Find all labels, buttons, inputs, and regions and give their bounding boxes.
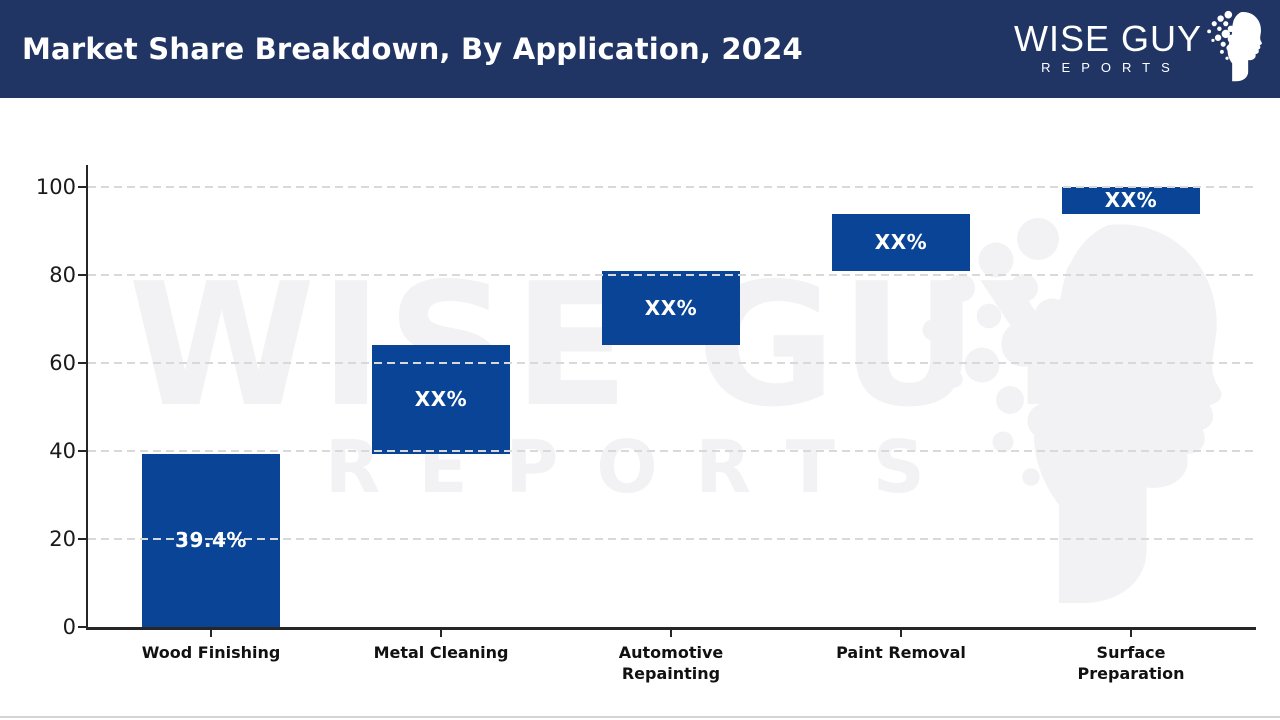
logo-text: WISE GUY REPORTS	[1013, 18, 1202, 76]
y-tick-label: 0	[62, 615, 76, 639]
watermark-face-icon	[922, 218, 1222, 603]
category-label: Paint Removal	[836, 643, 966, 662]
x-tick-mark	[210, 630, 212, 637]
y-tick-label: 40	[49, 439, 76, 463]
category-label: Wood Finishing	[141, 643, 281, 662]
y-tick-label: 20	[49, 527, 76, 551]
category-label: Automotive Repainting	[618, 643, 724, 683]
category-label: Metal Cleaning	[373, 643, 509, 662]
page-title: Market Share Breakdown, By Application, …	[22, 32, 803, 66]
chart-plot: WISE GUY REPORTS 0 20 40 60 80 100 39.4% Wood F…	[0, 98, 1280, 720]
y-tick-label: 80	[49, 263, 76, 287]
bar-surface-preparation	[1062, 187, 1200, 214]
y-axis-line	[86, 165, 88, 629]
x-tick-mark	[1130, 630, 1132, 637]
header: Market Share Breakdown, By Application, …	[0, 0, 1280, 98]
y-tick-mark	[78, 626, 86, 628]
gridline	[88, 362, 1256, 364]
y-tick-label: 100	[35, 175, 76, 199]
y-tick-mark	[78, 274, 86, 276]
bar-wood-finishing	[142, 453, 280, 627]
bar-value-label: XX%	[644, 295, 698, 320]
x-axis-line	[86, 627, 1256, 630]
bar-value-label: XX%	[1104, 188, 1158, 213]
bar-value-label: XX%	[874, 230, 928, 255]
gridline	[88, 538, 1256, 540]
y-tick-mark	[78, 450, 86, 452]
category-label: Surface Preparation	[1077, 643, 1185, 683]
x-tick-mark	[440, 630, 442, 637]
x-tick-mark	[670, 630, 672, 637]
bar-paint-removal	[832, 213, 970, 271]
logo-subtitle: REPORTS	[1041, 60, 1181, 75]
gridline	[88, 274, 1256, 276]
bottom-border-line	[0, 716, 1280, 718]
bar-value-label: 39.4%	[175, 528, 247, 553]
bar-automotive-repainting	[602, 270, 740, 345]
y-tick-mark	[78, 362, 86, 364]
gridline	[88, 186, 1256, 188]
bar-value-label: XX%	[414, 387, 468, 412]
logo-wordmark: WISE GUY	[1013, 18, 1202, 59]
y-tick-mark	[78, 538, 86, 540]
x-tick-mark	[900, 630, 902, 637]
logo-face-icon	[1207, 10, 1262, 82]
y-tick-mark	[78, 186, 86, 188]
y-tick-label: 60	[49, 351, 76, 375]
gridline	[88, 450, 1256, 452]
brand-logo: WISE GUY REPORTS	[1014, 9, 1268, 87]
